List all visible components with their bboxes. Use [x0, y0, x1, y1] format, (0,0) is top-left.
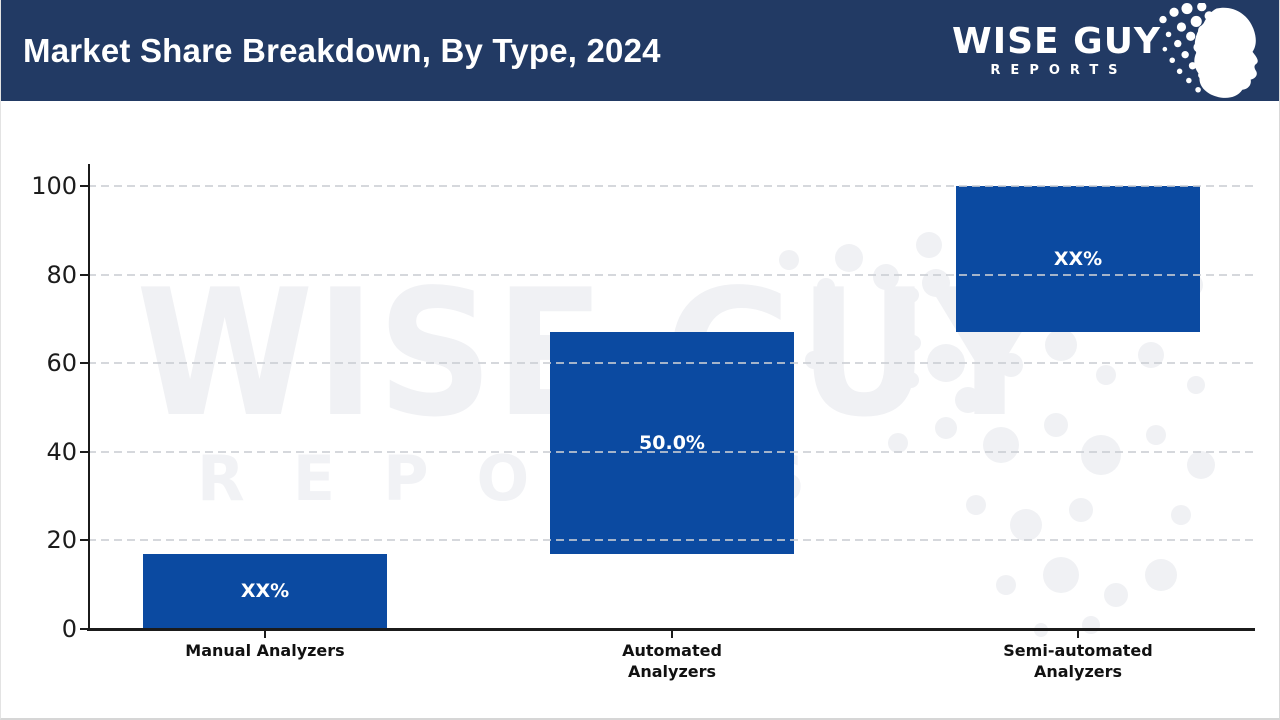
- y-tick-mark: [80, 185, 88, 187]
- x-tick-mark: [264, 631, 266, 638]
- y-tick-label: 100: [31, 172, 77, 200]
- y-tick-label: 40: [46, 437, 77, 466]
- x-axis-line: [87, 628, 1255, 631]
- x-category-label: Manual Analyzers: [185, 641, 345, 660]
- bar-value-label: XX%: [240, 580, 290, 603]
- brand-logo: WISE GUY REPORTS: [951, 2, 1267, 99]
- bar-segment: [143, 553, 387, 629]
- y-tick-mark: [80, 539, 88, 542]
- y-gridline: [88, 362, 1255, 365]
- y-gridline: [88, 273, 1255, 276]
- y-tick-mark: [80, 628, 88, 630]
- x-category-label: Automated Analyzers: [622, 641, 722, 681]
- y-tick-mark: [80, 362, 88, 365]
- y-tick-label: 20: [46, 526, 77, 555]
- header: Market Share Breakdown, By Type, 2024 WI…: [1, 0, 1279, 101]
- bar-value-label: 50.0%: [639, 431, 705, 454]
- y-tick-mark: [80, 273, 88, 276]
- y-tick-label: 0: [61, 615, 77, 643]
- x-tick-mark: [671, 631, 673, 638]
- bar-segment: [550, 332, 794, 554]
- y-tick-label: 80: [46, 260, 77, 289]
- y-gridline: [88, 450, 1255, 453]
- y-gridline: [88, 539, 1255, 542]
- logo-tagline: REPORTS: [990, 63, 1128, 78]
- y-tick-label: 60: [46, 349, 77, 378]
- y-tick-mark: [80, 450, 88, 453]
- bar-value-label: XX%: [1053, 248, 1103, 271]
- logo-face-icon: [1159, 2, 1258, 98]
- chart-title: Market Share Breakdown, By Type, 2024: [23, 31, 661, 69]
- x-tick-mark: [1077, 631, 1079, 638]
- y-gridline: [88, 185, 1255, 187]
- bar-segment: [956, 186, 1200, 333]
- brand-logo-text: WISE GUY REPORTS: [951, 21, 1161, 78]
- y-axis-line: [88, 164, 90, 631]
- logo-wordmark: WISE GUY: [951, 21, 1161, 62]
- x-category-label: Semi-automated Analyzers: [1003, 641, 1153, 681]
